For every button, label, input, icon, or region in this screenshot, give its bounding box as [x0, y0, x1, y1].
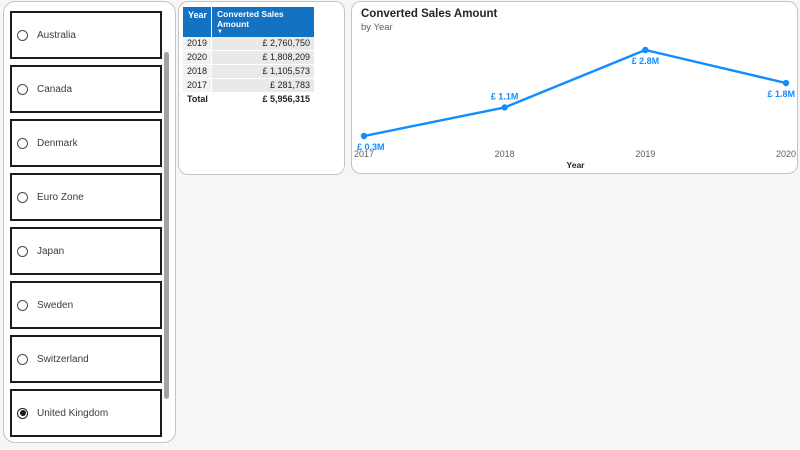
slicer-scrollbar-thumb[interactable] — [164, 52, 169, 399]
table-header-row: Year Converted Sales Amount ▼ — [183, 7, 314, 37]
slicer-item-label: Denmark — [37, 137, 78, 149]
column-header-year-label: Year — [188, 10, 208, 20]
data-point-2017[interactable] — [360, 132, 368, 140]
slicer-item-label: Euro Zone — [37, 191, 84, 203]
x-tick-label: 2019 — [635, 149, 655, 159]
cell-year: 2019 — [183, 37, 211, 50]
chart-subtitle: by Year — [361, 22, 393, 33]
data-label: £ 2.8M — [632, 56, 660, 66]
slicer-item-label: Canada — [37, 83, 73, 95]
chart-line — [363, 48, 787, 138]
radio-icon[interactable] — [17, 137, 28, 149]
slicer-item-euro-zone[interactable]: Euro Zone — [10, 173, 162, 221]
x-axis-title: Year — [567, 160, 586, 170]
radio-icon[interactable] — [17, 353, 28, 365]
column-header-year[interactable]: Year — [183, 7, 211, 37]
radio-selected-icon[interactable] — [17, 407, 28, 419]
slicer-item-australia[interactable]: Australia — [10, 11, 162, 59]
table-row[interactable]: 2020 £ 1,808,209 — [183, 51, 314, 65]
total-label: Total — [183, 93, 217, 106]
cell-year: 2017 — [183, 79, 211, 92]
cell-year: 2018 — [183, 65, 211, 78]
data-label: £ 1.1M — [491, 91, 519, 101]
data-point-2019[interactable] — [642, 46, 649, 54]
slicer-item-sweden[interactable]: Sweden — [10, 281, 162, 329]
line-chart-card: Converted Sales Amount by Year £ 0.3M 201… — [351, 1, 798, 174]
slicer-item-japan[interactable]: Japan — [10, 227, 162, 275]
slicer-item-united-kingdom[interactable]: United Kingdom — [10, 389, 162, 437]
slicer-item-label: Japan — [37, 245, 65, 257]
slicer-item-label: Switzerland — [37, 353, 89, 365]
radio-icon[interactable] — [17, 29, 28, 41]
data-point-2018[interactable] — [501, 104, 508, 111]
table-row[interactable]: 2019 £ 2,760,750 — [183, 37, 314, 51]
country-slicer: Australia Canada Denmark Euro Zone Japan Swed… — [3, 1, 176, 443]
total-value: £ 5,956,315 — [218, 93, 314, 106]
x-tick-label: 2018 — [495, 149, 515, 159]
x-tick-label: 2020 — [776, 149, 796, 159]
cell-year: 2020 — [183, 51, 211, 64]
slicer-item-denmark[interactable]: Denmark — [10, 119, 162, 167]
radio-icon[interactable] — [17, 83, 28, 95]
slicer-item-canada[interactable]: Canada — [10, 65, 162, 113]
slicer-item-label: Australia — [37, 29, 76, 41]
table-row[interactable]: 2018 £ 1,105,573 — [183, 65, 314, 79]
radio-icon[interactable] — [17, 191, 28, 203]
table-total-row: Total £ 5,956,315 — [183, 93, 314, 107]
column-header-amount-label: Converted Sales Amount — [217, 9, 284, 29]
cell-amount: £ 1,105,573 — [212, 65, 314, 78]
sales-table: Year Converted Sales Amount ▼ 2019 £ 2,76… — [183, 7, 314, 107]
data-point-2020[interactable] — [782, 79, 790, 87]
data-label: £ 0.3M — [357, 142, 385, 152]
cell-amount: £ 1,808,209 — [212, 51, 314, 64]
sort-descending-icon: ▼ — [217, 29, 223, 35]
slicer-item-label: United Kingdom — [37, 407, 109, 419]
sales-table-card: Year Converted Sales Amount ▼ 2019 £ 2,76… — [178, 1, 345, 175]
slicer-item-switzerland[interactable]: Switzerland — [10, 335, 162, 383]
slicer-item-label: Sweden — [37, 299, 74, 311]
data-label: £ 1.8M — [767, 89, 795, 99]
table-row[interactable]: 2017 £ 281,783 — [183, 79, 314, 93]
cell-amount: £ 281,783 — [212, 79, 314, 92]
radio-icon[interactable] — [17, 299, 28, 311]
column-header-amount[interactable]: Converted Sales Amount ▼ — [212, 7, 314, 37]
country-slicer-list: Australia Canada Denmark Euro Zone Japan Swed… — [10, 11, 162, 443]
x-tick-label: 2017 — [354, 149, 374, 159]
radio-icon[interactable] — [17, 245, 28, 257]
chart-title: Converted Sales Amount — [361, 8, 498, 20]
table-body: 2019 £ 2,760,750 2020 £ 1,808,209 2018 £ 1,10… — [183, 37, 314, 93]
cell-amount: £ 2,760,750 — [212, 37, 314, 50]
